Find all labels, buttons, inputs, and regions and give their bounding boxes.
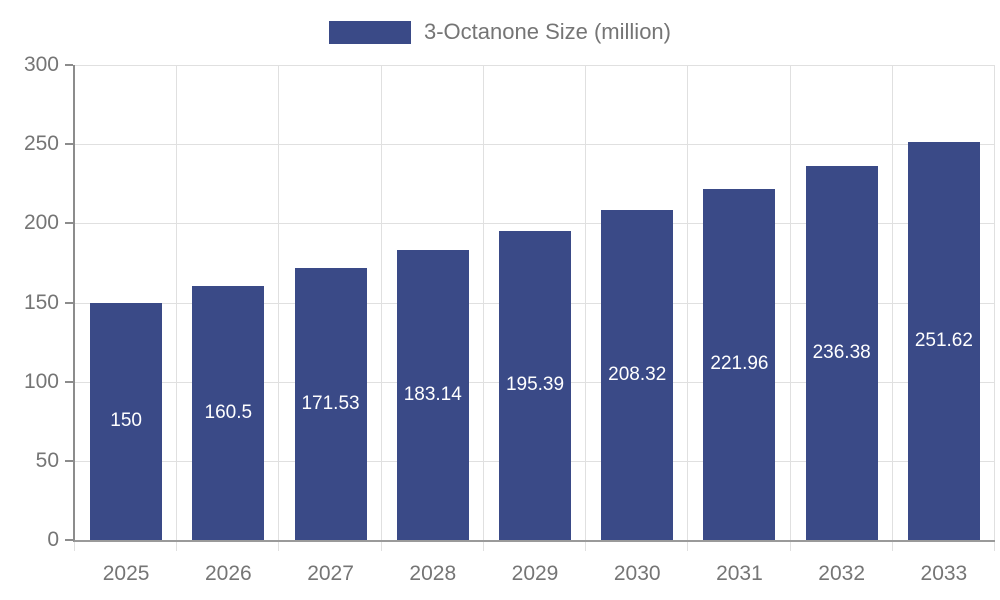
- x-axis-label: 2026: [204, 562, 252, 585]
- gridline-vertical: [687, 65, 689, 540]
- gridline-vertical: [482, 65, 484, 540]
- x-axis-tick: [891, 542, 893, 551]
- x-axis-tick: [482, 542, 484, 551]
- bar-value-label: 171.53: [301, 393, 360, 415]
- y-axis-label: 250: [23, 132, 59, 156]
- plot-area: 0 50 100 150 200 250 300 150 2025 160.5 2026 171.53…: [24, 53, 995, 585]
- bar-2026: 160.5: [192, 285, 265, 540]
- x-axis-tick: [176, 542, 178, 551]
- x-axis-tick: [380, 542, 382, 551]
- bar-2033: 251.62: [907, 141, 980, 540]
- x-axis-tick: [789, 542, 791, 551]
- y-axis-tick: [65, 459, 73, 462]
- x-axis-label: 2031: [716, 562, 763, 585]
- y-axis-tick: [65, 539, 73, 541]
- y-axis-tick: [65, 301, 73, 304]
- bar-2032: 236.38: [805, 165, 878, 540]
- bar-value-label: 251.62: [914, 329, 973, 351]
- bar-value-label: 221.96: [710, 353, 769, 375]
- x-axis-label: 2025: [102, 562, 150, 585]
- x-axis-label: 2028: [409, 562, 457, 585]
- bar-2031: 221.96: [703, 188, 776, 540]
- bar-value-label: 195.39: [505, 374, 565, 396]
- x-axis-tick: [278, 542, 280, 551]
- gridline-vertical: [891, 65, 893, 540]
- gridline-vertical: [994, 65, 995, 540]
- x-axis-tick: [585, 542, 587, 551]
- y-axis-tick: [65, 143, 73, 146]
- y-axis-label: 0: [47, 528, 59, 551]
- bar-2027: 171.53: [294, 268, 367, 540]
- y-axis-label: 150: [23, 290, 59, 314]
- y-axis-label: 100: [23, 369, 59, 393]
- bar-2028: 183.14: [396, 250, 469, 540]
- gridline-vertical: [585, 65, 587, 540]
- bar-value-label: 236.38: [812, 341, 871, 363]
- gridline-vertical: [380, 65, 382, 540]
- y-axis-label: 300: [23, 53, 59, 76]
- x-axis-tick: [687, 542, 689, 551]
- x-axis-label: 2027: [307, 562, 354, 585]
- gridline-horizontal: [75, 144, 995, 146]
- x-axis-label: 2030: [613, 562, 661, 585]
- gridline-vertical: [789, 65, 791, 540]
- y-axis-tick: [65, 222, 73, 225]
- bar-value-label: 183.14: [403, 384, 462, 406]
- y-axis-tick: [65, 64, 73, 66]
- legend-item[interactable]: 3-Octanone Size (million): [0, 20, 1000, 44]
- y-axis-label: 200: [23, 211, 59, 235]
- legend-label: 3-Octanone Size (million): [424, 19, 671, 44]
- gridline-vertical: [278, 65, 280, 540]
- bar-value-label: 160.5: [204, 401, 253, 423]
- gridline-horizontal: [75, 65, 995, 66]
- x-axis-label: 2029: [511, 562, 559, 585]
- x-axis-label: 2033: [920, 562, 968, 585]
- x-axis-label: 2032: [818, 562, 866, 585]
- y-axis-label: 50: [35, 448, 59, 472]
- y-axis-tick: [65, 380, 73, 383]
- x-axis-tick: [994, 542, 995, 551]
- legend-swatch-icon: [329, 20, 411, 44]
- gridline-horizontal: [75, 223, 995, 225]
- bar-2030: 208.32: [601, 210, 674, 540]
- x-axis-tick: [74, 542, 75, 551]
- bar-2025: 150: [90, 302, 163, 540]
- bar-value-label: 208.32: [608, 364, 667, 386]
- gridline-vertical: [176, 65, 178, 540]
- bar-value-label: 150: [110, 410, 142, 432]
- bar-2029: 195.39: [499, 230, 571, 540]
